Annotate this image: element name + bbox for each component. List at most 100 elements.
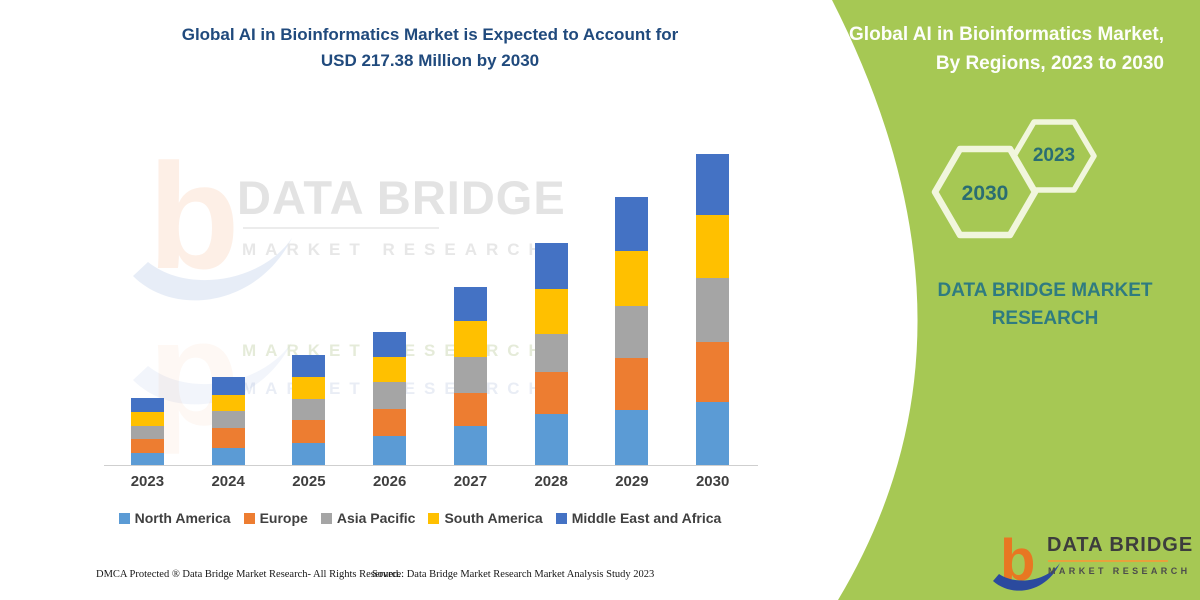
bar-chart: 2023 2024 2025 2026 2027 2028 2029 2030: [107, 154, 753, 498]
x-axis-label-2027: 2027: [453, 473, 488, 490]
bar-slot-2030: 2030: [672, 154, 753, 498]
x-axis-label-2029: 2029: [615, 473, 649, 490]
bar-segment-2025-asia-pacific: [292, 398, 326, 421]
footer-source-text: Source: Data Bridge Market Research Mark…: [372, 569, 655, 580]
stacked-bar-2028: [534, 243, 568, 465]
bar-segment-2024-europe: [211, 428, 245, 449]
side-panel-title-line1: Global AI in Bioinformatics Market,: [849, 24, 1164, 45]
stacked-bar-2026: [373, 332, 407, 465]
footer-dmca-text: DMCA Protected ® Data Bridge Market Rese…: [96, 569, 401, 580]
legend-label: South America: [444, 510, 543, 526]
bar-segment-2023-south-america: [130, 412, 164, 426]
bar-segment-2028-north-america: [534, 413, 568, 465]
legend-item-middle-east-and-africa: Middle East and Africa: [555, 510, 722, 526]
bar-segment-2025-europe: [292, 420, 326, 444]
bar-segment-2023-europe: [130, 439, 164, 454]
bar-segment-2028-south-america: [534, 289, 568, 334]
legend-label: North America: [134, 510, 231, 526]
x-axis-label-2023: 2023: [130, 473, 165, 490]
bar-segment-2028-asia-pacific: [534, 333, 568, 373]
bar-segment-2030-asia-pacific: [696, 278, 730, 342]
legend-item-north-america: North America: [118, 510, 231, 526]
bar-segment-2024-middle-east-and-africa: [211, 377, 245, 396]
hexagon-2023-label: 2023: [1032, 145, 1076, 166]
legend-label: Asia Pacific: [336, 510, 416, 526]
side-panel-brand-caption: DATA BRIDGE MARKET RESEARCH: [920, 277, 1170, 333]
logo-divider: [1048, 560, 1168, 562]
legend-swatch-icon: [320, 512, 332, 524]
bar-segment-2028-europe: [534, 372, 568, 414]
legend-item-south-america: South America: [428, 510, 543, 526]
x-axis-line: [104, 465, 758, 466]
bar-slot-2027: 2027: [430, 154, 511, 498]
bar-segment-2027-south-america: [453, 321, 487, 358]
watermark-brand-text: DATA BRIDGE: [237, 171, 566, 224]
bar-segment-2026-europe: [373, 408, 407, 436]
chart-legend: North America Europe Asia Pacific South Ame…: [40, 510, 800, 526]
stacked-bar-2025: [292, 354, 326, 465]
bar-segment-2023-north-america: [130, 453, 164, 465]
stacked-bar-2024: [211, 377, 245, 465]
logo-brand-text: DATA BRIDGE: [1047, 534, 1194, 556]
bar-segment-2026-north-america: [373, 435, 407, 465]
bar-segment-2025-south-america: [292, 377, 326, 399]
legend-label: Middle East and Africa: [571, 510, 722, 526]
bar-segment-2024-asia-pacific: [211, 410, 245, 429]
bar-segment-2024-north-america: [211, 448, 245, 465]
chart-title: Global AI in Bioinformatics Market is Ex…: [60, 22, 800, 74]
legend-swatch-icon: [428, 512, 440, 524]
bar-slot-2026: 2026: [349, 154, 430, 498]
watermark-underline: [243, 227, 439, 229]
bar-segment-2026-asia-pacific: [373, 382, 407, 409]
bar-segment-2025-north-america: [292, 443, 326, 465]
chart-title-line2: USD 217.38 Million by 2030: [320, 51, 540, 70]
bar-segment-2029-north-america: [615, 409, 649, 465]
side-panel-title: Global AI in Bioinformatics Market, By R…: [824, 20, 1164, 78]
bar-slot-2023: 2023: [107, 154, 188, 498]
stacked-bar-2030: [696, 154, 730, 466]
legend-item-europe: Europe: [243, 510, 308, 526]
bar-slot-2024: 2024: [188, 154, 269, 498]
bar-segment-2029-middle-east-and-africa: [615, 197, 649, 251]
chart-title-line1: Global AI in Bioinformatics Market is Ex…: [181, 25, 679, 44]
x-axis-label-2024: 2024: [211, 473, 245, 490]
stacked-bar-2029: [615, 197, 649, 465]
bar-segment-2026-middle-east-and-africa: [373, 332, 407, 358]
hexagon-2030-label: 2030: [961, 182, 1009, 205]
bar-slot-2029: 2029: [592, 154, 673, 498]
bar-slot-2025: 2025: [269, 154, 350, 498]
x-axis-label-2028: 2028: [534, 473, 568, 490]
bar-segment-2024-south-america: [211, 395, 245, 411]
bar-segment-2027-asia-pacific: [453, 357, 487, 393]
stacked-bar-2027: [453, 286, 487, 465]
logo-b-icon: b: [1000, 528, 1035, 593]
bar-segment-2027-europe: [453, 392, 487, 427]
legend-swatch-icon: [243, 512, 255, 524]
bar-slot-2028: 2028: [511, 154, 592, 498]
logo-sub-text: MARKET RESEARCH: [1048, 566, 1191, 576]
bar-segment-2030-north-america: [696, 401, 730, 466]
bar-segment-2029-europe: [615, 357, 649, 410]
bar-segment-2027-north-america: [453, 426, 487, 465]
side-panel-title-line2: By Regions, 2023 to 2030: [935, 53, 1164, 74]
bar-segment-2029-south-america: [615, 250, 649, 307]
bar-segment-2029-asia-pacific: [615, 306, 649, 358]
legend-item-asia-pacific: Asia Pacific: [320, 510, 416, 526]
bar-segment-2030-middle-east-and-africa: [696, 154, 730, 215]
stacked-bar-2023: [130, 398, 164, 465]
bar-segment-2023-middle-east-and-africa: [130, 398, 164, 413]
bar-segment-2030-europe: [696, 341, 730, 402]
x-axis-label-2030: 2030: [695, 473, 730, 491]
bar-segment-2026-south-america: [373, 357, 407, 383]
x-axis-label-2025: 2025: [292, 473, 326, 490]
side-panel-brand-line2: RESEARCH: [991, 308, 1099, 329]
bar-segment-2028-middle-east-and-africa: [534, 243, 568, 290]
bar-segment-2030-south-america: [696, 214, 730, 279]
legend-swatch-icon: [118, 512, 130, 524]
bar-segment-2027-middle-east-and-africa: [453, 286, 487, 322]
side-panel-brand-line1: DATA BRIDGE MARKET: [937, 280, 1153, 301]
legend-swatch-icon: [555, 512, 567, 524]
x-axis-label-2026: 2026: [372, 473, 407, 490]
legend-label: Europe: [259, 510, 308, 526]
bar-segment-2025-middle-east-and-africa: [292, 354, 326, 378]
